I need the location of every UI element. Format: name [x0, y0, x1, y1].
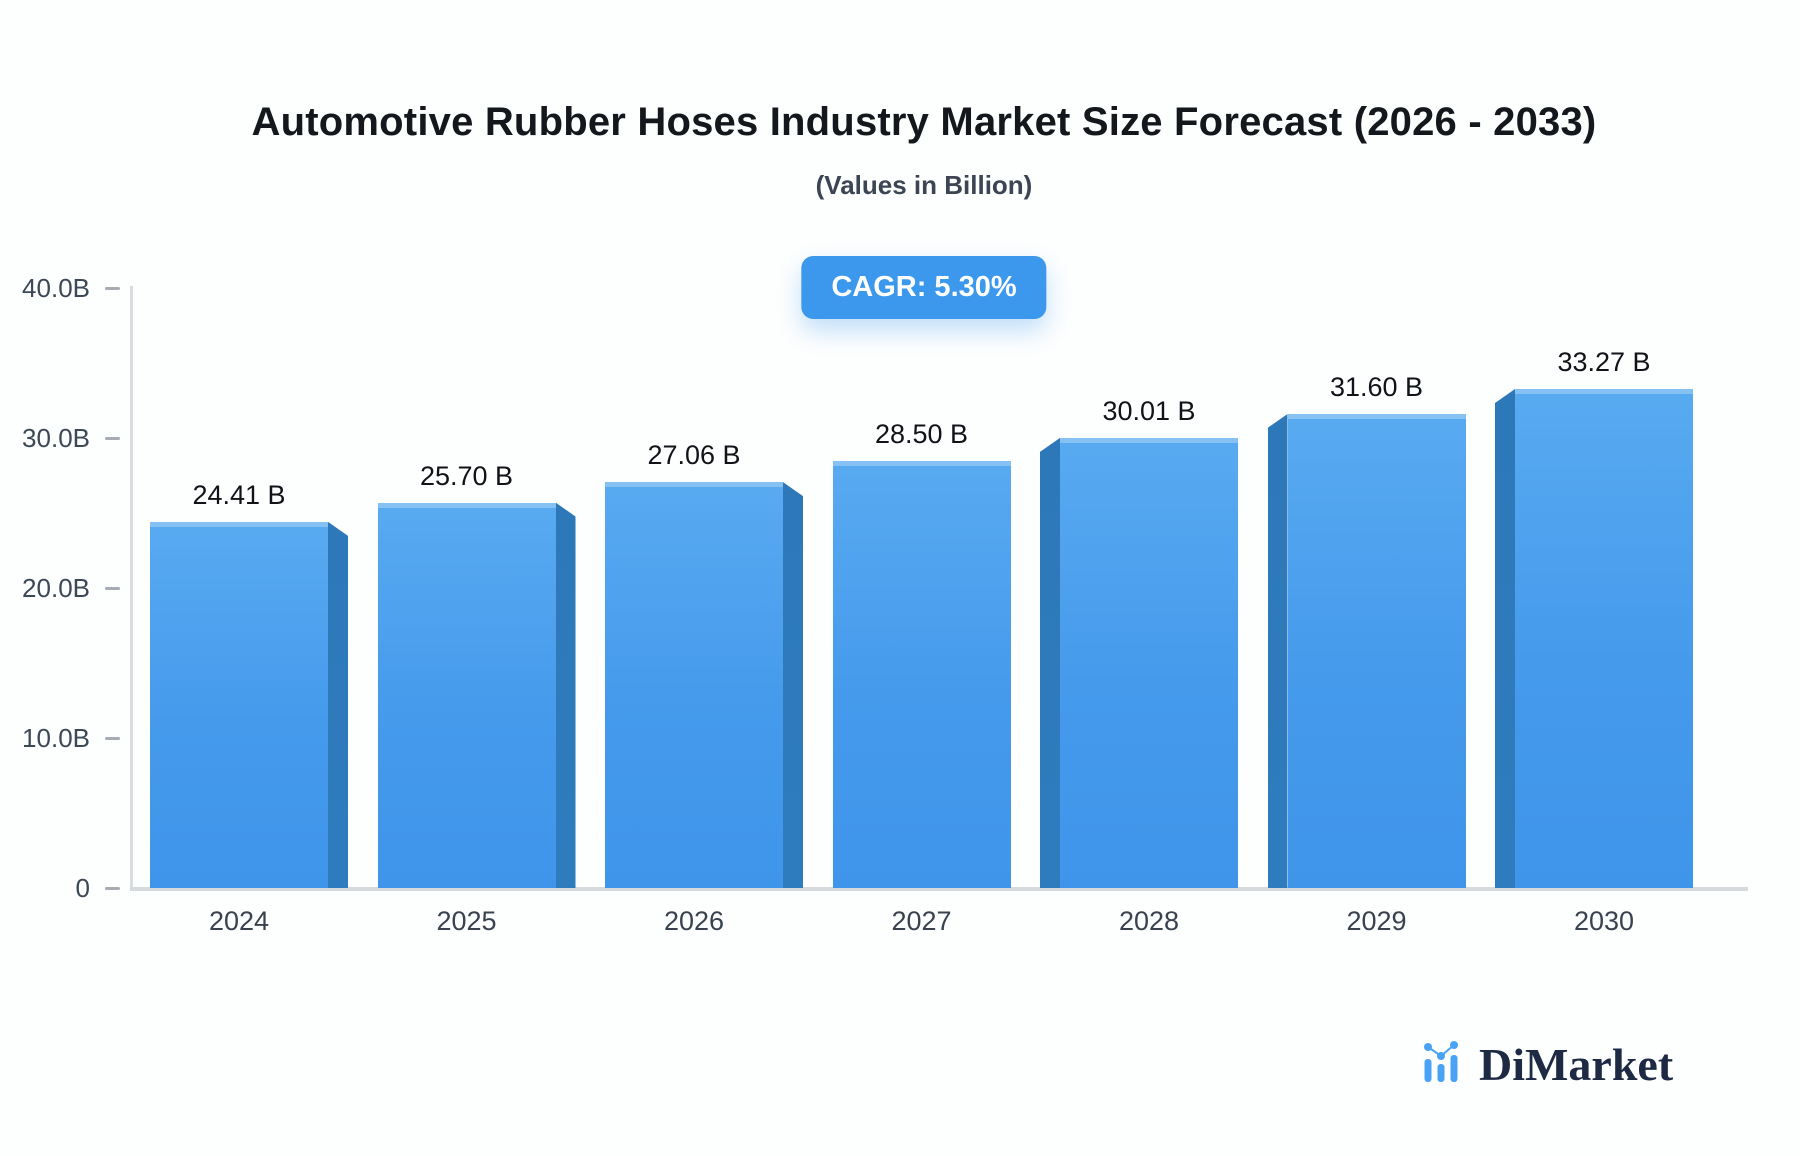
- x-tick-label: 2030: [1573, 906, 1635, 936]
- bar-value-label: 28.50 B: [874, 418, 969, 449]
- x-tick-label: 2026: [663, 906, 725, 936]
- bar-3d-side: [555, 502, 576, 888]
- bar-3d-side: [783, 482, 803, 888]
- bar-2025[interactable]: [377, 502, 556, 888]
- cagr-badge: CAGR: 5.30%: [801, 256, 1047, 319]
- bar-value-label: 24.41 B: [192, 479, 286, 510]
- y-tick-dash: [105, 736, 120, 740]
- bar-value-label: 33.27 B: [1557, 346, 1651, 377]
- bar-top-highlight: [1060, 437, 1238, 443]
- bar-3d-side: [1040, 437, 1060, 888]
- y-tick-label: 0: [75, 873, 90, 903]
- bar-3d-side: [328, 521, 348, 888]
- brand-logo[interactable]: DiMarket: [1423, 1040, 1673, 1090]
- bar-2029[interactable]: [1287, 414, 1466, 888]
- bar-value-label: 31.60 B: [1329, 372, 1424, 402]
- bar-2027[interactable]: [832, 460, 1011, 888]
- bar-2030[interactable]: [1515, 388, 1693, 888]
- bar-value-label: 30.01 B: [1102, 395, 1196, 426]
- x-axis-line: [130, 887, 1748, 891]
- x-tick-label: 2027: [891, 906, 952, 936]
- y-tick-label: 20.0B: [22, 573, 90, 603]
- bar-value-label: 25.70 B: [419, 460, 514, 491]
- bar-value-label: 27.06 B: [647, 440, 741, 471]
- bar-2024[interactable]: [150, 521, 328, 888]
- bar-2028[interactable]: [1060, 437, 1238, 888]
- bar-top-highlight: [150, 521, 328, 527]
- y-axis-line: [130, 286, 133, 890]
- y-tick-dash: [105, 586, 120, 590]
- bar-top-highlight: [377, 502, 556, 508]
- bar-top-highlight: [1515, 388, 1693, 394]
- y-tick-dash: [105, 886, 120, 890]
- x-tick-label: 2024: [208, 906, 270, 936]
- bar-3d-side: [1267, 414, 1288, 888]
- chart-subtitle: (Values in Billion): [815, 170, 1033, 200]
- x-tick-label: 2028: [1118, 906, 1180, 936]
- y-tick-label: 10.0B: [22, 723, 90, 753]
- x-tick-label: 2029: [1346, 906, 1407, 936]
- y-tick-label: 30.0B: [22, 423, 90, 453]
- bar-top-highlight: [1287, 414, 1466, 419]
- bar-2026[interactable]: [605, 482, 783, 888]
- bar-3d-side: [1495, 388, 1515, 888]
- chart-title: Automotive Rubber Hoses Industry Market …: [251, 100, 1597, 144]
- bar-top-highlight: [605, 482, 783, 488]
- y-tick-dash: [105, 436, 120, 440]
- y-tick-label: 40.0B: [22, 273, 90, 303]
- bar-top-highlight: [832, 460, 1011, 466]
- bar-chart-logo-icon: [1423, 1040, 1465, 1089]
- y-tick-dash: [105, 286, 120, 290]
- x-tick-label: 2025: [436, 906, 497, 936]
- brand-logo-text: DiMarket: [1479, 1039, 1674, 1090]
